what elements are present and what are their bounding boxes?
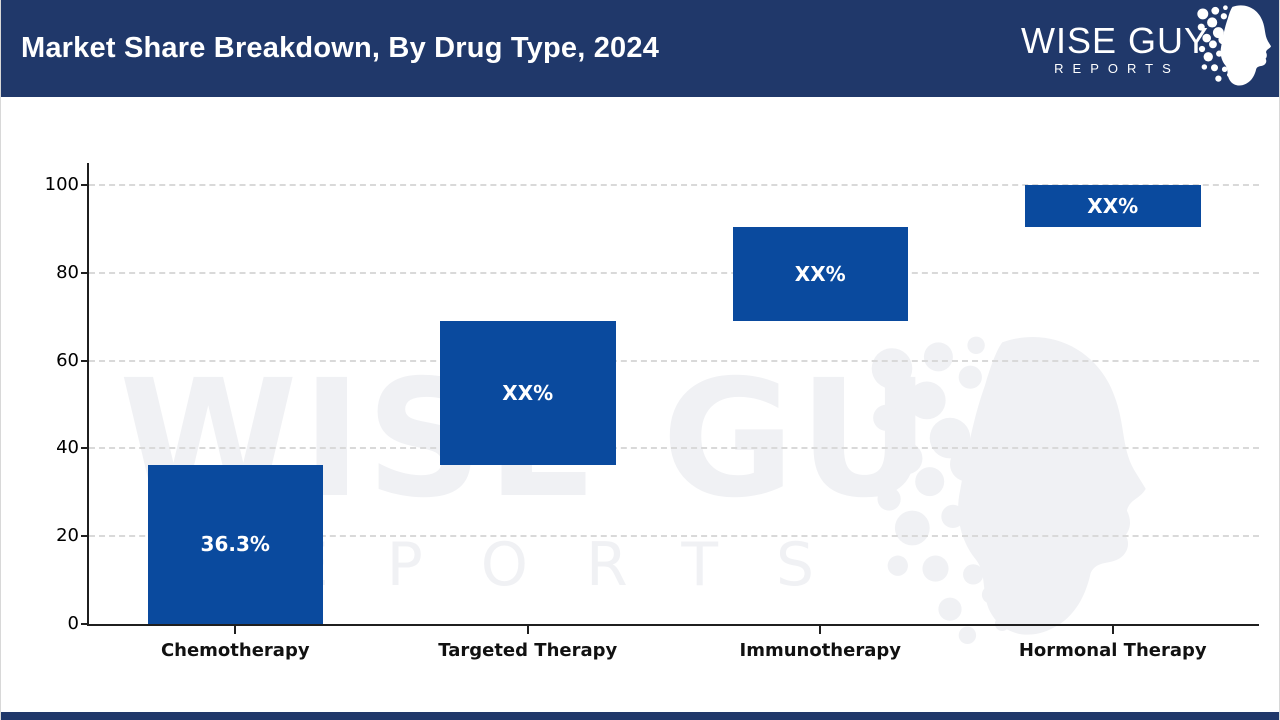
x-category-label: Immunotherapy [739,640,901,661]
logo-wordmark: WISE GUY REPORTS [1020,19,1209,76]
y-tick-mark [81,535,89,538]
x-axis-line [87,624,1259,626]
y-tick-mark [81,359,89,362]
x-tick-mark [1111,626,1114,634]
logo-wise-guy-text: WISE GUY [1020,19,1209,61]
wise-guy-reports-logo: WISE GUY REPORTS [1020,2,1279,96]
bar-value-label: 36.3% [200,532,270,557]
bar-value-label: XX% [794,261,846,286]
y-tick-mark [81,183,89,186]
gridline-60 [89,359,1259,362]
x-tick-mark [819,626,822,634]
y-tick-label: 60 [56,349,79,371]
y-axis-line [87,163,89,626]
gridline-40 [89,447,1259,450]
x-category-label: Hormonal Therapy [1018,640,1207,661]
page-title: Market Share Breakdown, By Drug Type, 20… [21,32,660,64]
bar-hormonal-therapy [1025,184,1201,227]
bar-targeted-therapy [440,321,616,465]
bar-value-label: XX% [1087,193,1139,218]
bar-value-label: XX% [502,380,554,405]
header: Market Share Breakdown, By Drug Type, 20… [1,0,1279,97]
y-tick-mark [81,271,89,274]
y-tick-mark [81,623,89,625]
x-category-label: Targeted Therapy [438,640,618,661]
y-tick-label: 0 [67,613,79,634]
gridline-20 [89,535,1259,538]
gridline-100 [89,183,1259,186]
logo-face-icon [1197,4,1272,85]
logo-reports-text: REPORTS [1054,60,1180,76]
x-category-label: Chemotherapy [160,640,310,661]
y-tick-label: 40 [56,437,79,459]
x-tick-mark [234,626,237,634]
y-tick-label: 80 [56,261,79,283]
y-tick-label: 100 [44,173,79,195]
footer-bar [1,712,1279,720]
gridline-80 [89,271,1259,274]
bar-chemotherapy [147,464,323,624]
x-tick-mark [526,626,529,634]
bar-immunotherapy [732,226,908,322]
y-tick-label: 20 [56,525,79,547]
y-tick-mark [81,447,89,450]
